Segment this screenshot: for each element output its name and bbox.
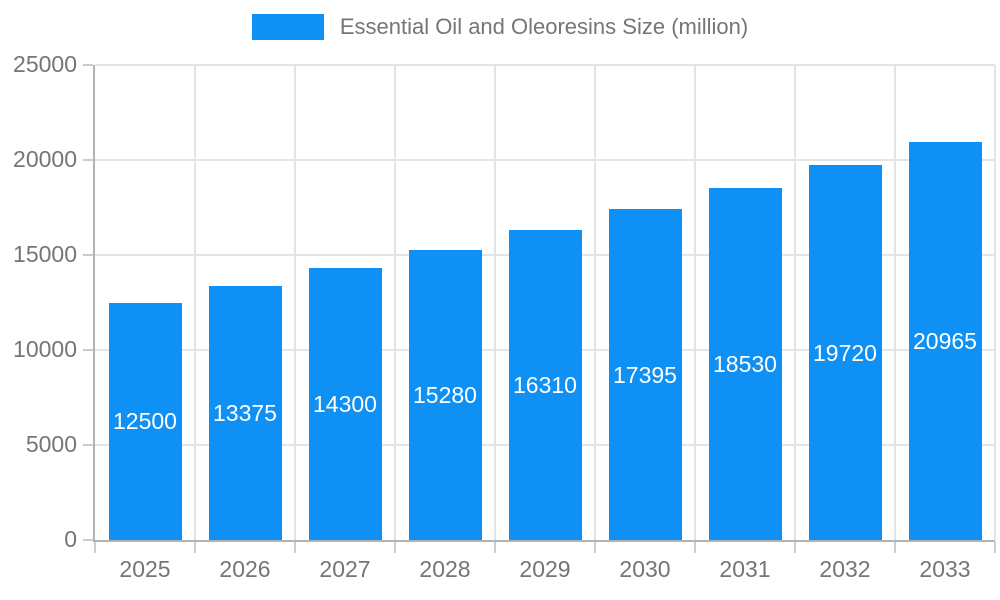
gridline-horizontal — [95, 159, 995, 161]
gridline-horizontal — [95, 64, 995, 66]
y-tick-mark — [83, 349, 93, 351]
bar — [708, 187, 782, 540]
x-tick-mark — [894, 542, 896, 553]
bar-value-label: 13375 — [213, 399, 277, 426]
x-tick-label: 2033 — [919, 556, 971, 582]
x-tick-mark — [394, 542, 396, 553]
bar — [608, 209, 682, 540]
bar-value-label: 15280 — [413, 381, 477, 408]
x-tick-mark — [194, 542, 196, 553]
y-axis-line — [93, 65, 95, 540]
bar — [208, 285, 282, 540]
x-tick-label: 2029 — [519, 556, 571, 582]
bar-value-label: 19720 — [813, 339, 877, 366]
legend-label: Essential Oil and Oleoresins Size (milli… — [339, 14, 749, 39]
x-tick-label: 2031 — [719, 556, 771, 582]
y-tick-label: 0 — [64, 526, 77, 552]
bar-value-label: 14300 — [313, 391, 377, 418]
x-tick-mark — [694, 542, 696, 553]
gridline-vertical — [994, 65, 996, 540]
y-tick-label: 5000 — [25, 431, 77, 457]
x-tick-label: 2025 — [119, 556, 171, 582]
y-tick-mark — [83, 539, 93, 541]
bar-value-label: 12500 — [113, 408, 177, 435]
bar — [508, 230, 582, 540]
y-tick-label: 20000 — [13, 146, 77, 172]
x-tick-label: 2032 — [819, 556, 871, 582]
x-tick-mark — [594, 542, 596, 553]
x-tick-mark — [494, 542, 496, 553]
bar — [408, 249, 482, 540]
y-tick-label: 10000 — [13, 336, 77, 362]
bar-value-label: 17395 — [613, 361, 677, 388]
bar — [108, 302, 182, 540]
x-axis-line — [93, 540, 995, 542]
plot-area: 0 5000 10000 15000 20000 25000 12500 2025 13375 2… — [13, 53, 996, 581]
bar — [908, 141, 982, 540]
gridline-vertical — [294, 65, 296, 540]
gridline-vertical — [794, 65, 796, 540]
x-tick-label: 2030 — [619, 556, 671, 582]
x-tick-label: 2026 — [219, 556, 271, 582]
x-tick-mark — [294, 542, 296, 553]
bar-value-label: 16310 — [513, 372, 577, 399]
gridline-vertical — [694, 65, 696, 540]
legend-swatch — [251, 14, 324, 40]
gridline-vertical — [194, 65, 196, 540]
legend: Essential Oil and Oleoresins Size (milli… — [0, 14, 1000, 40]
x-tick-label: 2028 — [419, 556, 471, 582]
bar — [808, 165, 882, 540]
y-tick-mark — [83, 159, 93, 161]
y-tick-label: 15000 — [13, 241, 77, 267]
gridline-vertical — [494, 65, 496, 540]
gridline-vertical — [394, 65, 396, 540]
y-tick-mark — [83, 64, 93, 66]
y-tick-mark — [83, 254, 93, 256]
y-tick-label: 25000 — [13, 51, 77, 77]
gridline-vertical — [894, 65, 896, 540]
x-tick-label: 2027 — [319, 556, 371, 582]
y-tick-mark — [83, 444, 93, 446]
x-tick-mark — [994, 542, 996, 553]
gridline-vertical — [594, 65, 596, 540]
bar-value-label: 20965 — [913, 327, 977, 354]
bar-value-label: 18530 — [713, 350, 777, 377]
x-tick-mark — [94, 542, 96, 553]
bar — [308, 268, 382, 540]
x-tick-mark — [794, 542, 796, 553]
